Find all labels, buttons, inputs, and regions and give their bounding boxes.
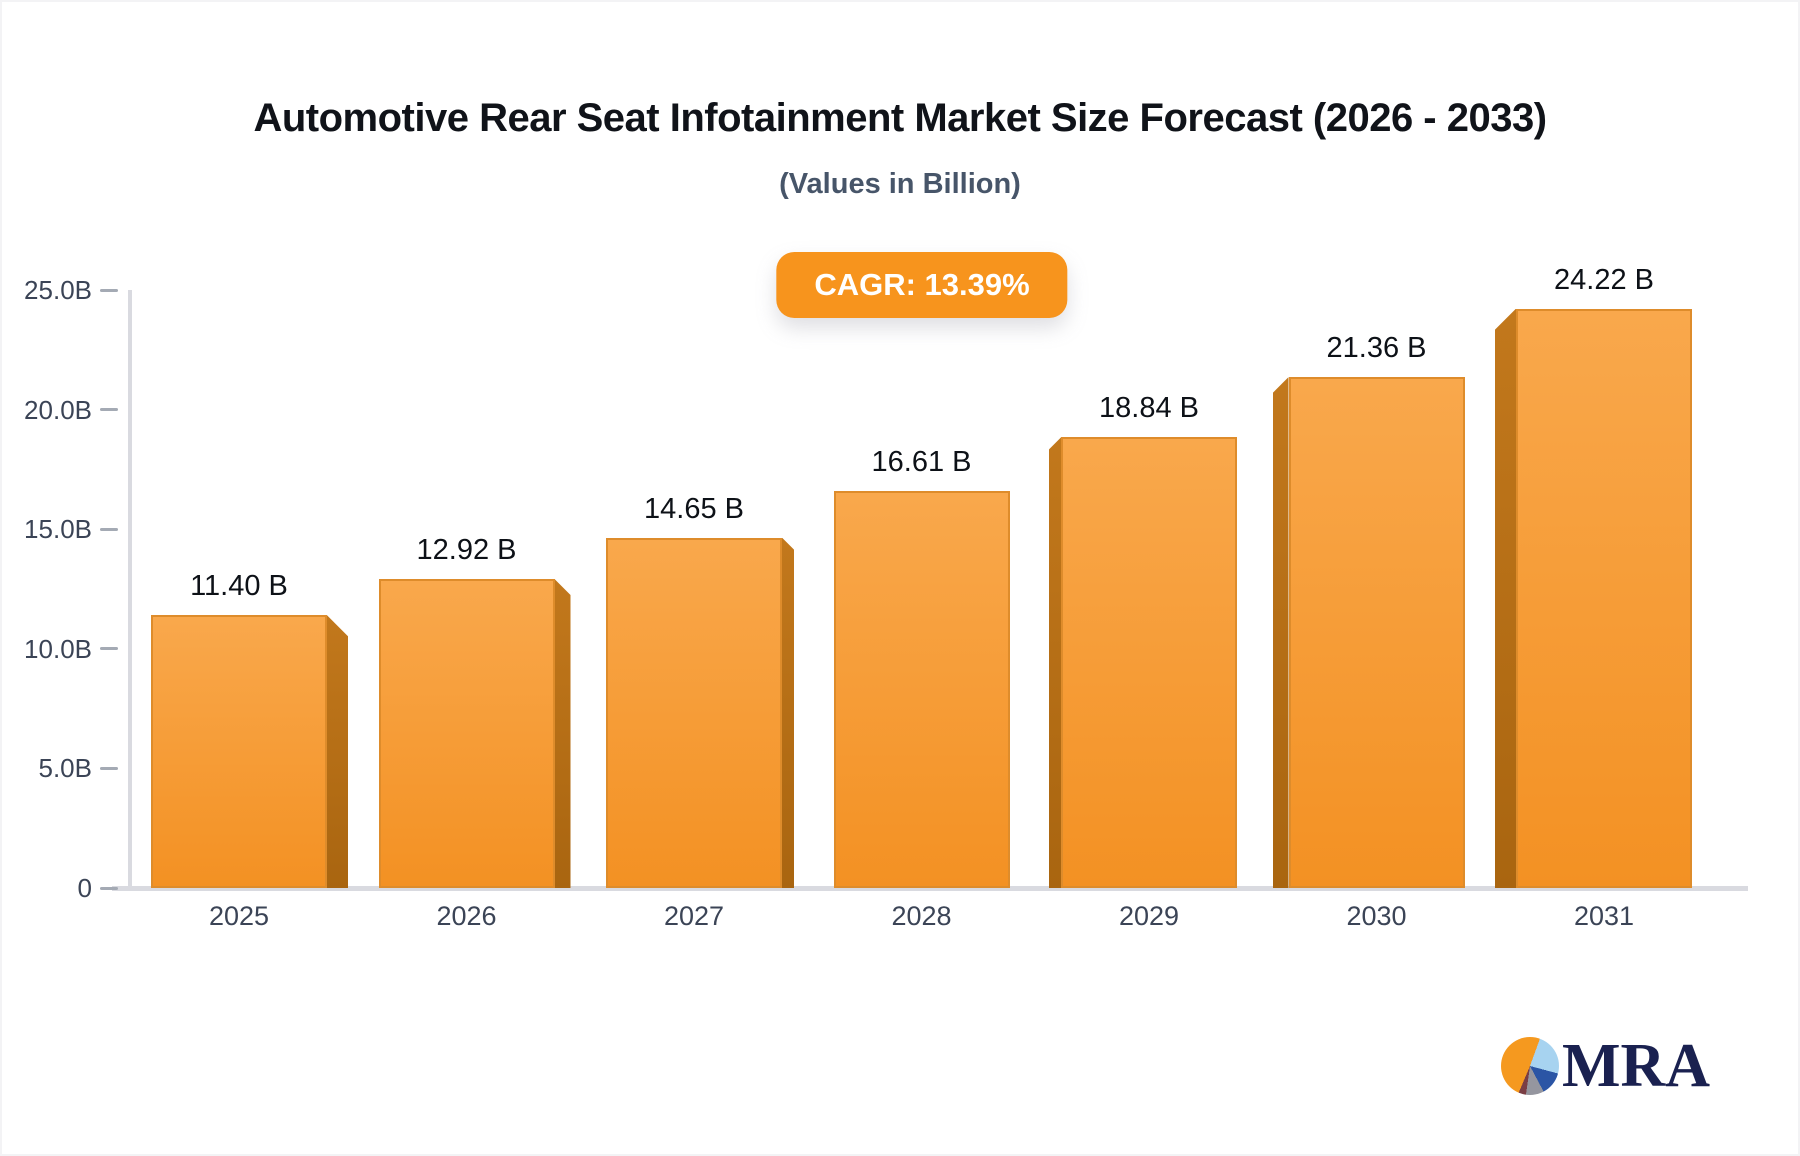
x-axis-label-2025: 2025	[208, 901, 270, 931]
x-axis-label-2031: 2031	[1573, 901, 1635, 931]
bar-value-label: 24.22 B	[1554, 263, 1654, 296]
y-axis-tick-mark	[100, 288, 118, 292]
bar-side-face	[782, 537, 794, 888]
bar-value-label: 14.65 B	[644, 492, 744, 525]
page-title: Automotive Rear Seat Infotainment Market…	[253, 96, 1547, 140]
bar-side-face	[554, 578, 571, 888]
chart-subtitle: (Values in Billion)	[779, 168, 1021, 200]
bar-2028[interactable]	[833, 490, 1010, 888]
x-axis-label-2026: 2026	[436, 901, 497, 931]
x-axis-label-2029: 2029	[1118, 901, 1180, 931]
y-axis-tick-label: 10.0B	[24, 633, 92, 664]
bar-side-face	[1272, 377, 1289, 888]
x-axis-label-2027: 2027	[663, 901, 725, 931]
bar-2026[interactable]	[378, 578, 555, 888]
y-axis-tick-mark	[100, 527, 118, 531]
bar-2031[interactable]	[1516, 308, 1692, 888]
bar-value-label: 11.40 B	[190, 570, 288, 603]
bar-2027[interactable]	[606, 537, 782, 888]
bar-2025[interactable]	[151, 615, 327, 888]
y-axis-tick-label: 20.0B	[24, 394, 92, 425]
y-axis-tick-mark	[100, 408, 118, 412]
bar-value-label: 18.84 B	[1099, 392, 1199, 425]
bar-side-face	[327, 615, 348, 888]
y-axis-tick-label: 0	[77, 873, 92, 903]
cagr-badge: CAGR: 13.39%	[776, 252, 1068, 318]
bar-2029[interactable]	[1061, 437, 1237, 888]
logo-text: MRA	[1562, 1032, 1711, 1100]
y-axis-tick-mark	[100, 647, 118, 651]
bar-value-label: 12.92 B	[416, 533, 517, 566]
y-axis-tick-mark	[100, 766, 118, 770]
y-axis-tick-label: 25.0B	[24, 275, 92, 305]
y-axis-line	[128, 290, 132, 888]
x-axis-label-2030: 2030	[1346, 901, 1407, 931]
bar-value-label: 16.61 B	[871, 445, 972, 478]
bar-side-face	[1049, 437, 1061, 888]
y-axis-tick-label: 5.0B	[38, 753, 93, 784]
y-axis-tick-label: 15.0B	[24, 514, 92, 545]
bar-2030[interactable]	[1288, 377, 1465, 888]
bar-side-face	[1495, 308, 1516, 888]
bar-value-label: 21.36 B	[1326, 332, 1427, 365]
pie-chart-logo-icon	[1501, 1037, 1559, 1095]
y-axis-tick-mark	[100, 886, 118, 890]
mra-logo: MRA	[1501, 1032, 1711, 1100]
x-axis-baseline	[112, 886, 1748, 891]
x-axis-label-2028: 2028	[891, 901, 952, 931]
